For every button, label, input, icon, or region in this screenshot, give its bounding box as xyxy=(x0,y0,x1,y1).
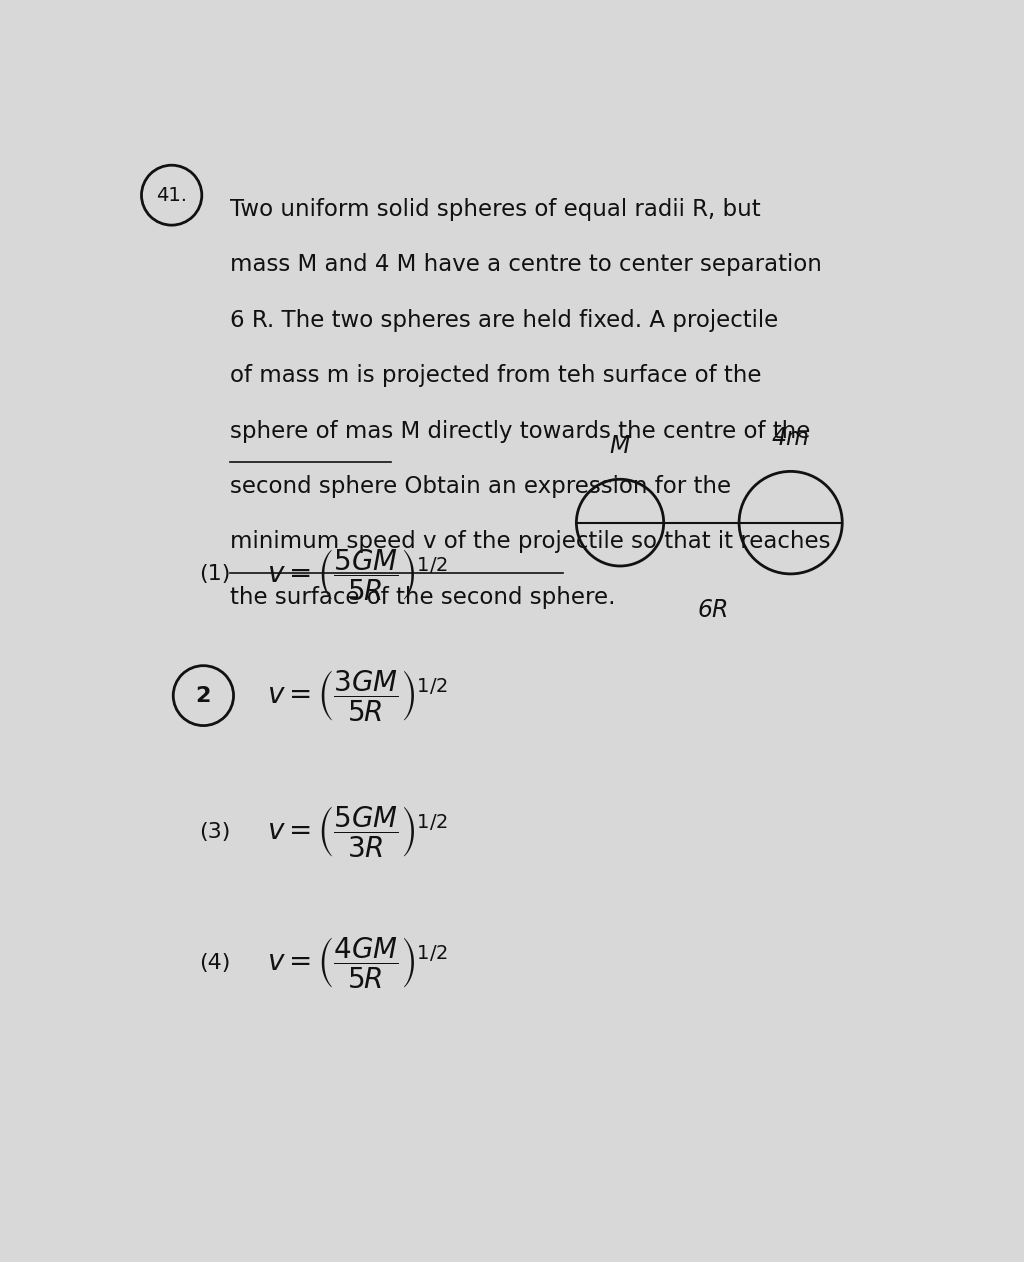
Text: $v = \left(\dfrac{5GM}{5R}\right)^{1/2}$: $v = \left(\dfrac{5GM}{5R}\right)^{1/2}$ xyxy=(267,546,447,602)
Text: (3): (3) xyxy=(200,822,230,842)
Text: second sphere Obtain an expression for the: second sphere Obtain an expression for t… xyxy=(229,475,731,498)
Text: 6 R. The two spheres are held fixed. A projectile: 6 R. The two spheres are held fixed. A p… xyxy=(229,309,778,332)
Text: sphere of mas M directly towards the centre of the: sphere of mas M directly towards the cen… xyxy=(229,420,810,443)
Text: (4): (4) xyxy=(200,953,230,973)
Text: 2: 2 xyxy=(196,685,211,705)
Text: minimum speed v of the projectile so that it reaches: minimum speed v of the projectile so tha… xyxy=(229,530,830,554)
Text: 41.: 41. xyxy=(156,186,187,204)
Text: $v = \left(\dfrac{4GM}{5R}\right)^{1/2}$: $v = \left(\dfrac{4GM}{5R}\right)^{1/2}$ xyxy=(267,935,447,991)
Text: 6R: 6R xyxy=(697,598,729,622)
Text: $v = \left(\dfrac{5GM}{3R}\right)^{1/2}$: $v = \left(\dfrac{5GM}{3R}\right)^{1/2}$ xyxy=(267,804,447,859)
Text: mass M and 4 M have a centre to center separation: mass M and 4 M have a centre to center s… xyxy=(229,254,821,276)
Text: the surface of the second sphere.: the surface of the second sphere. xyxy=(229,586,615,608)
Text: $v = \left(\dfrac{3GM}{5R}\right)^{1/2}$: $v = \left(\dfrac{3GM}{5R}\right)^{1/2}$ xyxy=(267,668,447,723)
Text: M: M xyxy=(610,434,630,458)
Text: Two uniform solid spheres of equal radii R, but: Two uniform solid spheres of equal radii… xyxy=(229,198,760,221)
Text: (1): (1) xyxy=(200,564,230,584)
Text: 4m: 4m xyxy=(772,427,810,451)
Text: of mass m is projected from teh surface of the: of mass m is projected from teh surface … xyxy=(229,365,761,387)
